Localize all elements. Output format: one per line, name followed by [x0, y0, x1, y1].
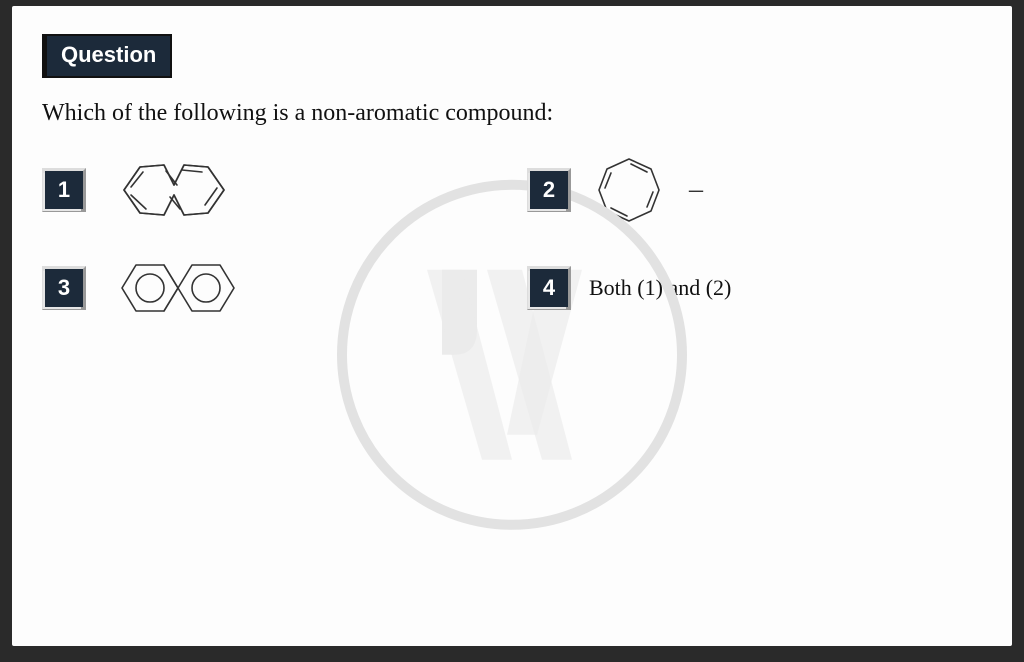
option-2[interactable]: 2 –: [527, 153, 922, 227]
option-3-number: 3: [42, 266, 86, 310]
annulene-10-icon: [104, 155, 244, 225]
option-2-number: 2: [527, 168, 571, 212]
options-grid: 1: [42, 153, 922, 323]
question-badge-label: Question: [61, 42, 156, 67]
cyclooctatetraene-icon: [589, 153, 669, 227]
option-3[interactable]: 3: [42, 253, 437, 323]
option-1-number: 1: [42, 168, 86, 212]
negative-charge-icon: –: [689, 174, 703, 206]
option-1-structure: [104, 155, 244, 225]
option-1[interactable]: 1: [42, 153, 437, 227]
option-3-structure: [104, 253, 244, 323]
option-4[interactable]: 4 Both (1) and (2): [527, 253, 922, 323]
page: Question Which of the following is a non…: [12, 6, 1012, 646]
question-badge: Question: [42, 34, 172, 78]
naphthalene-icon: [104, 253, 244, 323]
option-2-structure: –: [589, 153, 703, 227]
option-4-number: 4: [527, 266, 571, 310]
option-4-text: Both (1) and (2): [589, 275, 731, 301]
question-text: Which of the following is a non-aromatic…: [42, 100, 982, 127]
